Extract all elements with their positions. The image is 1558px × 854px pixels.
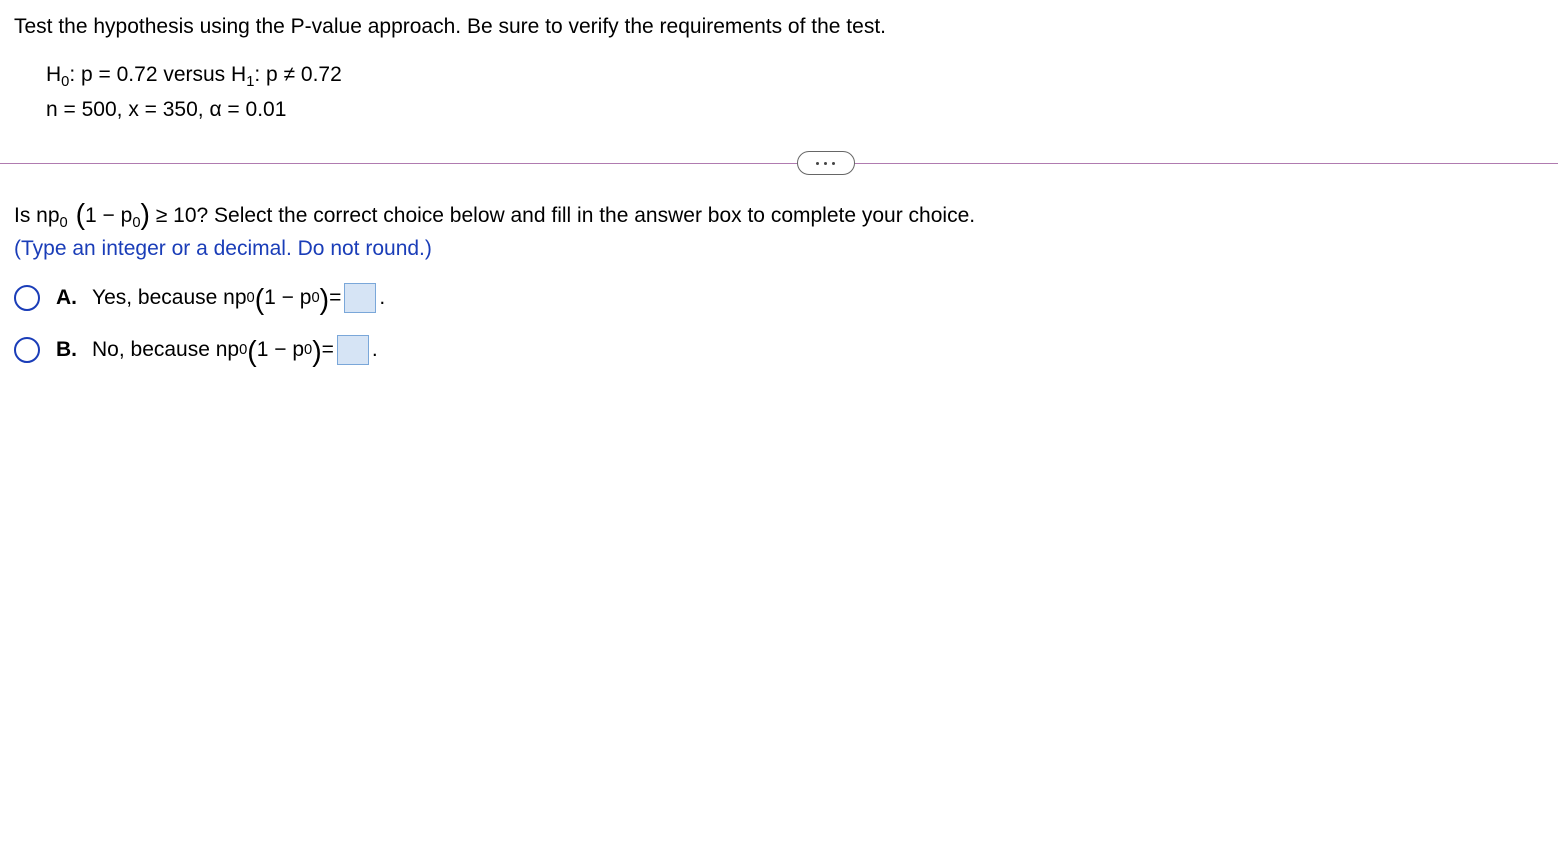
dot-icon: [832, 162, 835, 165]
problem-prompt: Test the hypothesis using the P-value ap…: [14, 12, 1544, 41]
answer-input-b[interactable]: [337, 335, 369, 365]
q-pre: Is np: [14, 204, 60, 227]
option-a-row: A. Yes, because np0 (1 − p0) = .: [14, 283, 1558, 313]
opt-b-sub-a: 0: [239, 342, 247, 358]
opt-b-eq: =: [322, 338, 334, 362]
q-open-paren: (: [68, 199, 85, 231]
divider-line: [0, 163, 1558, 164]
h1-post: : p ≠ 0.72: [254, 63, 341, 86]
dot-icon: [824, 162, 827, 165]
options-group: A. Yes, because np0 (1 − p0) = . B. No, …: [14, 283, 1558, 365]
expand-button[interactable]: [797, 151, 855, 175]
divider: [0, 163, 1558, 164]
radio-option-b[interactable]: [14, 337, 40, 363]
option-b-letter: B.: [56, 338, 78, 362]
hypotheses-line: H0: p = 0.72 versus H1: p ≠ 0.72: [46, 59, 1544, 94]
question-text: Is np0 (1 − p0) ≥ 10? Select the correct…: [14, 204, 1558, 231]
q-sub-a: 0: [60, 215, 68, 231]
opt-b-sub-b: 0: [304, 342, 312, 358]
q-sub-b: 0: [132, 215, 140, 231]
opt-b-mid: 1 − p: [257, 338, 304, 362]
opt-a-period: .: [379, 286, 385, 310]
given-block: H0: p = 0.72 versus H1: p ≠ 0.72 n = 500…: [46, 59, 1544, 127]
q-post: ≥ 10? Select the correct choice below an…: [150, 204, 975, 227]
opt-a-sub-b: 0: [311, 290, 319, 306]
option-a-letter: A.: [56, 286, 78, 310]
option-b-row: B. No, because np0 (1 − p0) = .: [14, 335, 1558, 365]
h0-pre: H: [46, 63, 61, 86]
h0-mid: : p = 0.72 versus H: [69, 63, 246, 86]
opt-a-mid: 1 − p: [264, 286, 311, 310]
option-b-text: No, because np0 (1 − p0) = .: [92, 335, 378, 365]
opt-b-pre: No, because np: [92, 338, 239, 362]
opt-a-sub-a: 0: [247, 290, 255, 306]
parameters-line: n = 500, x = 350, α = 0.01: [46, 94, 1544, 127]
q-mid: 1 − p: [85, 204, 132, 227]
opt-a-pre: Yes, because np: [92, 286, 247, 310]
opt-b-period: .: [372, 338, 378, 362]
radio-option-a[interactable]: [14, 285, 40, 311]
q-close-paren: ): [141, 199, 150, 231]
option-a-text: Yes, because np0 (1 − p0) = .: [92, 283, 385, 313]
hint-text: (Type an integer or a decimal. Do not ro…: [14, 237, 1558, 261]
dot-icon: [816, 162, 819, 165]
opt-a-eq: =: [329, 286, 341, 310]
answer-input-a[interactable]: [344, 283, 376, 313]
